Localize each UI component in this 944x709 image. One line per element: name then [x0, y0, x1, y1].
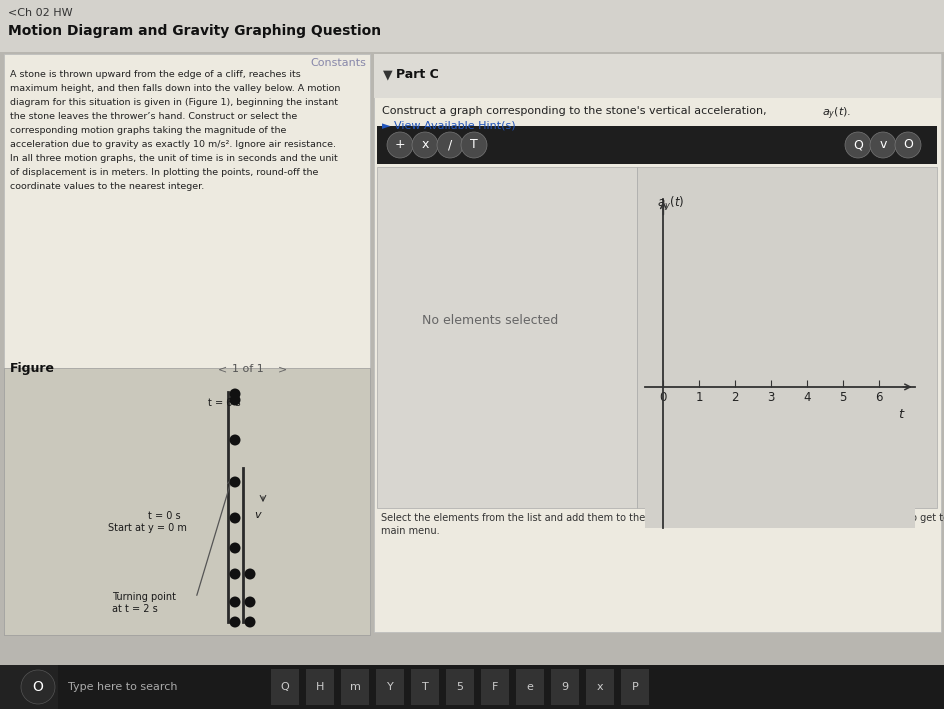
Circle shape	[229, 513, 240, 523]
Bar	[271, 669, 298, 705]
Bar	[4, 368, 370, 635]
Circle shape	[869, 132, 895, 158]
Bar	[446, 669, 474, 705]
Text: ► View Available Hint(s): ► View Available Hint(s)	[381, 121, 515, 131]
Text: <: <	[218, 364, 227, 374]
Text: t = 6 s: t = 6 s	[208, 398, 241, 408]
Bar	[377, 167, 636, 508]
Circle shape	[894, 132, 920, 158]
Circle shape	[244, 596, 255, 608]
Text: t: t	[897, 408, 902, 421]
Text: A stone is thrown upward from the edge of a cliff, reaches its: A stone is thrown upward from the edge o…	[10, 70, 300, 79]
Text: diagram for this situation is given in (Figure 1), beginning the instant: diagram for this situation is given in (…	[10, 98, 338, 107]
Bar	[374, 54, 940, 632]
Circle shape	[412, 132, 437, 158]
Text: main menu.: main menu.	[380, 526, 439, 536]
Text: T: T	[469, 138, 478, 152]
Text: Turning point: Turning point	[112, 592, 176, 602]
Text: ▼: ▼	[382, 68, 392, 81]
Text: v: v	[254, 510, 261, 520]
Text: m: m	[349, 682, 360, 692]
Text: t = 0 s: t = 0 s	[148, 511, 180, 521]
Text: v: v	[878, 138, 885, 152]
Circle shape	[229, 596, 240, 608]
Text: at t = 2 s: at t = 2 s	[112, 604, 158, 614]
Circle shape	[387, 132, 413, 158]
Circle shape	[244, 569, 255, 579]
Bar	[306, 669, 333, 705]
Text: 9: 9	[561, 682, 568, 692]
Circle shape	[436, 132, 463, 158]
Text: Y: Y	[386, 682, 393, 692]
Text: O: O	[32, 680, 43, 694]
Bar	[585, 669, 614, 705]
Text: Q: Q	[280, 682, 289, 692]
Circle shape	[844, 132, 870, 158]
Circle shape	[229, 617, 240, 627]
Text: Type here to search: Type here to search	[68, 682, 177, 692]
Text: coordinate values to the nearest integer.: coordinate values to the nearest integer…	[10, 182, 204, 191]
Text: Figure: Figure	[10, 362, 55, 375]
Text: Select the elements from the list and add them to the canvas setting the appropr: Select the elements from the list and ad…	[380, 513, 944, 523]
Text: Construct a graph corresponding to the stone's vertical acceleration,: Construct a graph corresponding to the s…	[381, 106, 769, 116]
Text: P: P	[631, 682, 638, 692]
Circle shape	[229, 542, 240, 554]
Text: maximum height, and then falls down into the valley below. A motion: maximum height, and then falls down into…	[10, 84, 340, 93]
Circle shape	[229, 476, 240, 488]
Text: <Ch 02 HW: <Ch 02 HW	[8, 8, 73, 18]
Text: No elements selected: No elements selected	[421, 313, 558, 327]
Circle shape	[244, 617, 255, 627]
Text: Constants: Constants	[310, 58, 365, 68]
Bar	[411, 669, 439, 705]
Circle shape	[229, 569, 240, 579]
Text: Part C: Part C	[396, 68, 438, 81]
Bar	[550, 669, 579, 705]
Bar	[0, 665, 944, 709]
Bar	[374, 54, 940, 98]
Text: Start at y = 0 m: Start at y = 0 m	[108, 523, 187, 533]
Text: the stone leaves the thrower’s hand. Construct or select the: the stone leaves the thrower’s hand. Con…	[10, 112, 297, 121]
Bar	[620, 669, 649, 705]
Text: e: e	[526, 682, 532, 692]
Circle shape	[229, 389, 240, 399]
Circle shape	[229, 394, 240, 406]
Text: T: T	[421, 682, 428, 692]
Text: 5: 5	[456, 682, 463, 692]
Text: >: >	[278, 364, 287, 374]
Bar	[515, 669, 544, 705]
Text: In all three motion graphs, the unit of time is in seconds and the unit: In all three motion graphs, the unit of …	[10, 154, 337, 163]
Circle shape	[229, 435, 240, 445]
Text: 1 of 1: 1 of 1	[232, 364, 263, 374]
Text: +: +	[395, 138, 405, 152]
Text: x: x	[596, 682, 602, 692]
Bar	[341, 669, 368, 705]
Text: H: H	[315, 682, 324, 692]
Text: corresponding motion graphs taking the magnitude of the: corresponding motion graphs taking the m…	[10, 126, 286, 135]
Bar	[0, 0, 944, 52]
Circle shape	[461, 132, 486, 158]
Text: of displacement is in meters. In plotting the points, round-off the: of displacement is in meters. In plottin…	[10, 168, 318, 177]
Text: $a_y(t)$: $a_y(t)$	[656, 195, 683, 213]
Bar	[0, 665, 58, 709]
Text: O: O	[902, 138, 912, 152]
Text: F: F	[491, 682, 497, 692]
Text: acceleration due to gravity as exactly 10 m/s². Ignore air resistance.: acceleration due to gravity as exactly 1…	[10, 140, 336, 149]
Bar	[636, 167, 936, 508]
Text: Q: Q	[852, 138, 862, 152]
Bar	[4, 54, 370, 632]
Text: $a_y(t)$.: $a_y(t)$.	[821, 106, 851, 123]
Bar	[480, 669, 509, 705]
Text: x: x	[421, 138, 429, 152]
Text: /: /	[447, 138, 451, 152]
Text: Motion Diagram and Gravity Graphing Question: Motion Diagram and Gravity Graphing Ques…	[8, 24, 380, 38]
Bar	[377, 126, 936, 164]
Bar	[376, 669, 404, 705]
Circle shape	[21, 670, 55, 704]
